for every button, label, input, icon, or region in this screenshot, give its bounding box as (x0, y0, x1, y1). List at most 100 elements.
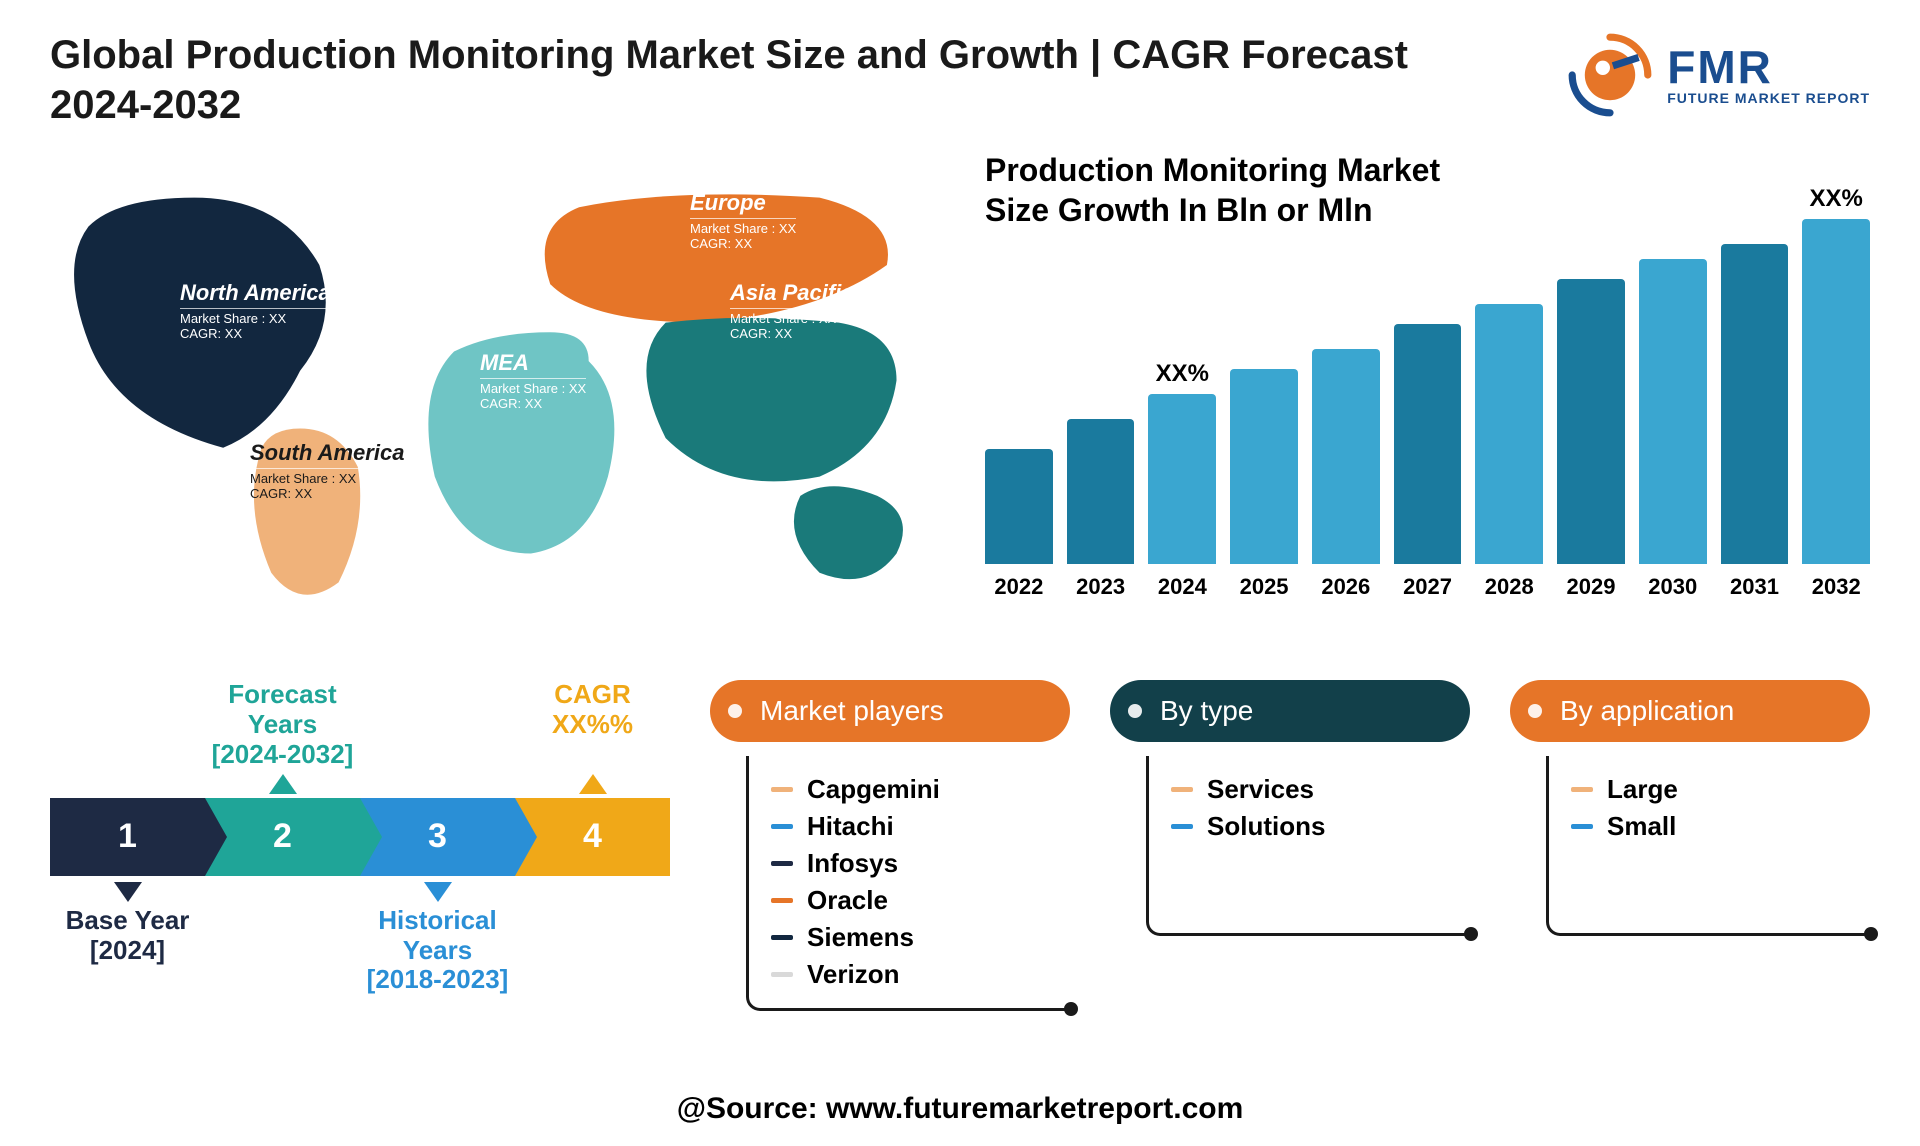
bar-2030: 2030 (1639, 259, 1707, 600)
tick-icon (1171, 824, 1193, 829)
tick-icon (1571, 824, 1593, 829)
region-label-ap: Asia PacificMarket Share : XXCAGR: XX (730, 280, 854, 341)
bar-rect (1148, 394, 1216, 564)
list-item: Solutions (1171, 811, 1470, 842)
triangle-up-icon (269, 774, 297, 794)
category-block: Market players Capgemini Hitachi Infosys Ora… (710, 680, 1070, 1011)
page-title: Global Production Monitoring Market Size… (50, 30, 1500, 130)
bar-year-label: 2030 (1648, 574, 1697, 600)
bar-year-label: 2026 (1321, 574, 1370, 600)
list-item-label: Hitachi (807, 811, 894, 842)
bar-2027: 2027 (1394, 324, 1462, 600)
bar-year-label: 2032 (1812, 574, 1861, 600)
bar-annotation: XX% (1810, 185, 1863, 213)
bar-year-label: 2027 (1403, 574, 1452, 600)
bar-chart: Production Monitoring Market Size Growth… (955, 150, 1870, 630)
category-list: Services Solutions (1146, 756, 1470, 936)
bar-year-label: 2025 (1240, 574, 1289, 600)
region-label-mea: MEAMarket Share : XXCAGR: XX (480, 350, 586, 411)
timeline-bottom-label: Historical Years[2018-2023] (360, 906, 515, 996)
bullet-icon (1528, 704, 1542, 718)
timeline-top-label: CAGRXX%% (552, 680, 633, 770)
tick-icon (771, 787, 793, 792)
timeline-segment-2: 2 (205, 798, 360, 876)
chart-title: Production Monitoring Market Size Growth… (985, 150, 1485, 230)
category-pill: Market players (710, 680, 1070, 742)
list-item-label: Services (1207, 774, 1314, 805)
bar-rect (1394, 324, 1462, 564)
timeline-top-label: Forecast Years[2024-2032] (205, 680, 360, 770)
bar-2029: 2029 (1557, 279, 1625, 600)
bar-2023: 2023 (1067, 419, 1135, 600)
category-block: By type Services Solutions (1110, 680, 1470, 1011)
timeline-segment-1: 1 (50, 798, 205, 876)
bar-2024: XX%2024 (1148, 394, 1216, 600)
timeline-segment-4: 4 (515, 798, 670, 876)
bar-2031: 2031 (1721, 244, 1789, 600)
bar-2028: 2028 (1475, 304, 1543, 600)
category-list: Capgemini Hitachi Infosys Oracle Siemens Veri… (746, 756, 1070, 1011)
region-label-eu: EuropeMarket Share : XXCAGR: XX (690, 190, 796, 251)
list-item: Verizon (771, 959, 1070, 990)
bar-rect (1721, 244, 1789, 564)
list-item: Capgemini (771, 774, 1070, 805)
tick-icon (1571, 787, 1593, 792)
bar-rect (1802, 219, 1870, 564)
triangle-up-icon (579, 774, 607, 794)
asia-pacific-shape (646, 318, 903, 579)
fmr-logo: FMR FUTURE MARKET REPORT (1565, 30, 1870, 120)
region-label-sa: South AmericaMarket Share : XXCAGR: XX (250, 440, 404, 501)
list-item-label: Infosys (807, 848, 898, 879)
bar-2025: 2025 (1230, 369, 1298, 600)
timeline: Forecast Years[2024-2032] CAGRXX%% 1234 B… (50, 680, 670, 995)
triangle-down-icon (114, 882, 142, 902)
list-item-label: Solutions (1207, 811, 1325, 842)
bar-rect (985, 449, 1053, 564)
bar-rect (1639, 259, 1707, 564)
timeline-bottom-label: Base Year[2024] (66, 906, 190, 996)
bar-rect (1312, 349, 1380, 564)
list-item-label: Large (1607, 774, 1678, 805)
category-pill: By type (1110, 680, 1470, 742)
bar-year-label: 2029 (1567, 574, 1616, 600)
bar-annotation: XX% (1156, 360, 1209, 388)
list-item-label: Capgemini (807, 774, 940, 805)
bar-2022: 2022 (985, 449, 1053, 600)
bar-year-label: 2023 (1076, 574, 1125, 600)
tick-icon (1171, 787, 1193, 792)
tick-icon (771, 861, 793, 866)
tick-icon (771, 824, 793, 829)
bar-rect (1475, 304, 1543, 564)
tick-icon (771, 972, 793, 977)
bar-2026: 2026 (1312, 349, 1380, 600)
list-item: Small (1571, 811, 1870, 842)
list-item: Large (1571, 774, 1870, 805)
tick-icon (771, 935, 793, 940)
category-list: Large Small (1546, 756, 1870, 936)
bullet-icon (728, 704, 742, 718)
list-item-label: Oracle (807, 885, 888, 916)
list-item: Infosys (771, 848, 1070, 879)
timeline-segment-3: 3 (360, 798, 515, 876)
logo-text-main: FMR (1667, 44, 1870, 90)
list-item: Oracle (771, 885, 1070, 916)
list-item: Services (1171, 774, 1470, 805)
category-title: By type (1160, 695, 1253, 727)
bar-year-label: 2031 (1730, 574, 1779, 600)
region-label-na: North AmericaMarket Share : XXCAGR: XX (180, 280, 331, 341)
bar-rect (1230, 369, 1298, 564)
source-attribution: @Source: www.futuremarketreport.com (0, 1092, 1920, 1126)
bar-rect (1067, 419, 1135, 564)
bullet-icon (1128, 704, 1142, 718)
triangle-down-icon (424, 882, 452, 902)
category-title: By application (1560, 695, 1734, 727)
bar-year-label: 2024 (1158, 574, 1207, 600)
world-map: North AmericaMarket Share : XXCAGR: XX So… (50, 150, 935, 630)
category-block: By application Large Small (1510, 680, 1870, 1011)
logo-text-sub: FUTURE MARKET REPORT (1667, 90, 1870, 106)
list-item: Siemens (771, 922, 1070, 953)
bar-2032: XX%2032 (1802, 219, 1870, 600)
category-pill: By application (1510, 680, 1870, 742)
category-title: Market players (760, 695, 944, 727)
list-item-label: Small (1607, 811, 1676, 842)
